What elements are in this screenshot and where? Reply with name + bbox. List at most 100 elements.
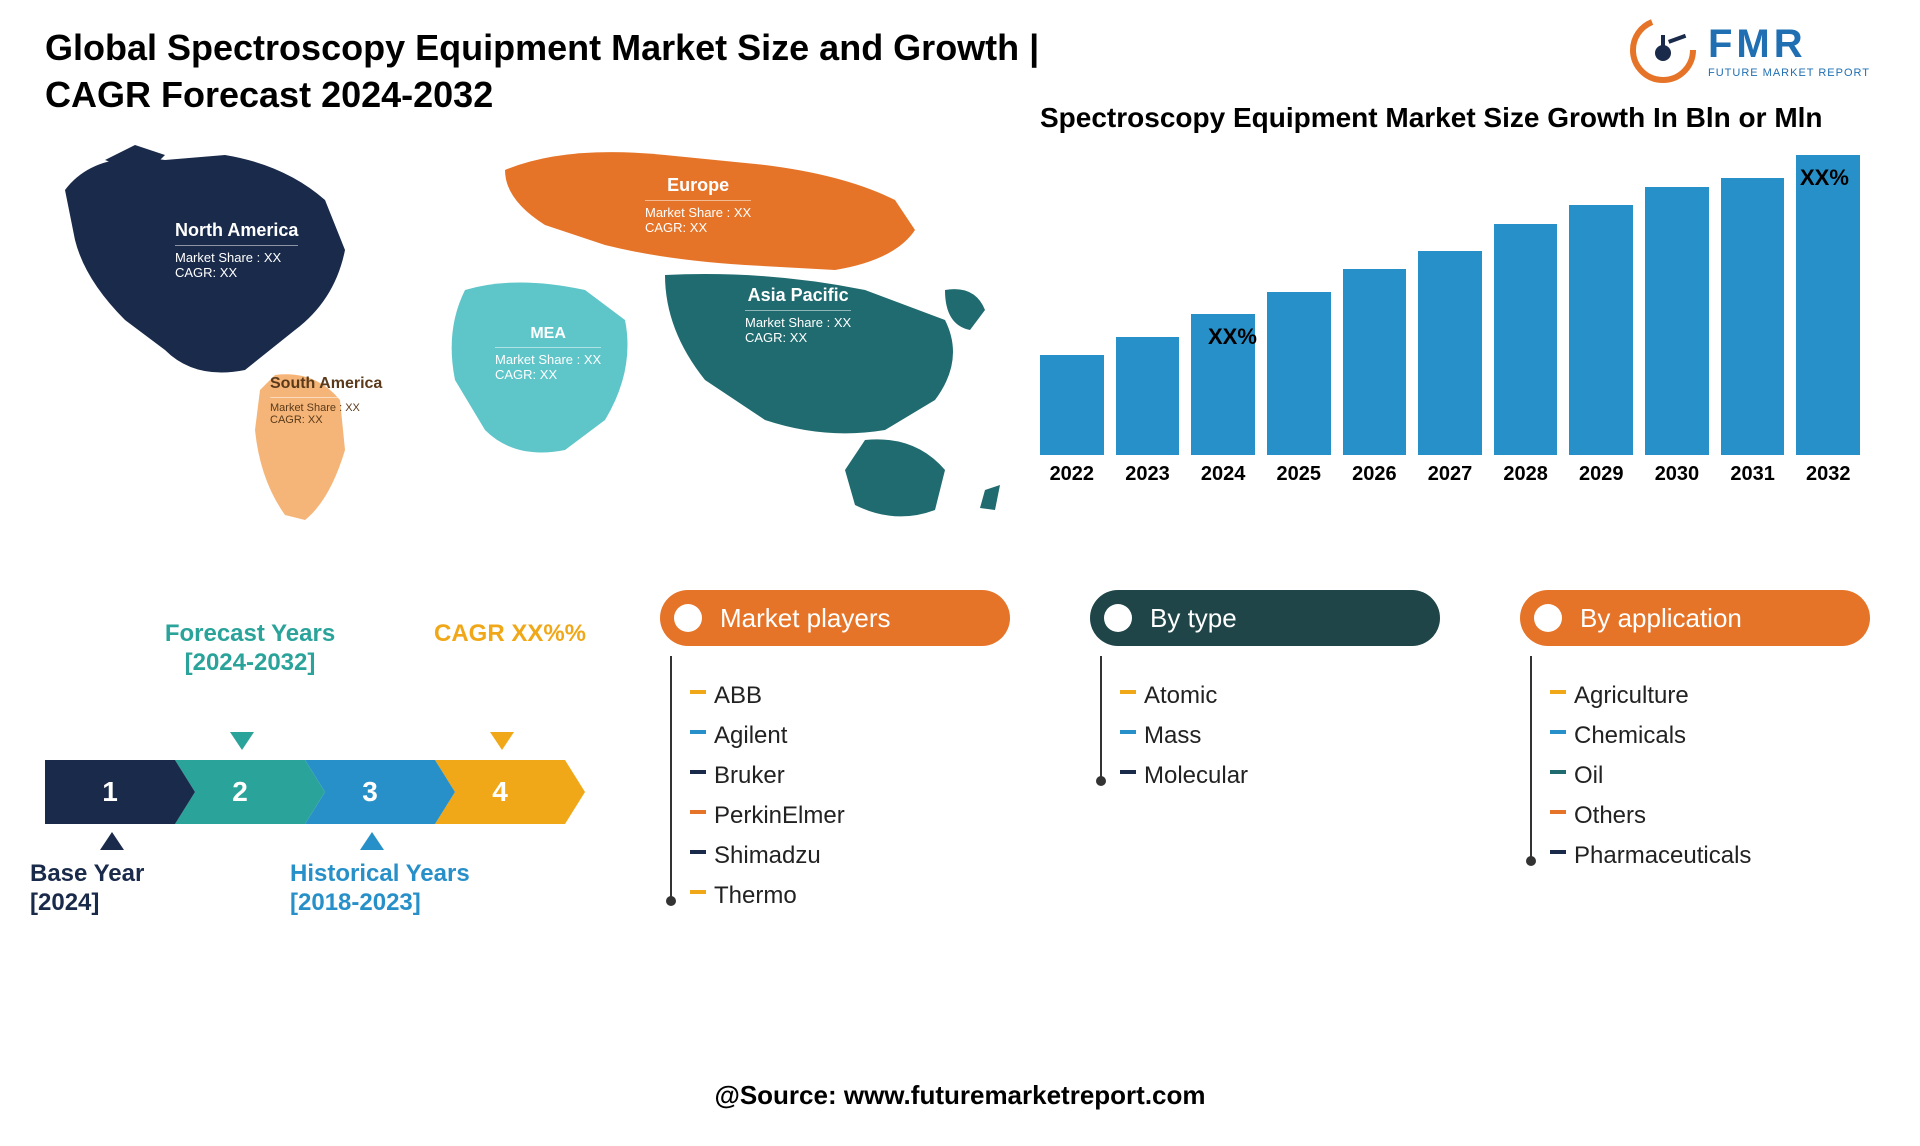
tick-icon: [690, 730, 706, 734]
tick-icon: [1550, 850, 1566, 854]
arrow-icon: [490, 732, 514, 750]
list-item-text: Thermo: [714, 882, 797, 909]
arrow-icon: [100, 832, 124, 850]
bar-column: 2026: [1343, 269, 1407, 486]
bar-column: 2023: [1116, 337, 1180, 486]
list-item: PerkinElmer: [690, 796, 1010, 836]
map-label-mea: MEA: [495, 325, 601, 343]
list-item-text: Atomic: [1144, 682, 1217, 709]
list-item: Mass: [1120, 716, 1440, 756]
bar-column: 2031: [1721, 178, 1785, 486]
list-item-text: Bruker: [714, 762, 785, 789]
tick-icon: [1120, 770, 1136, 774]
tick-icon: [1550, 770, 1566, 774]
bar-column: 2029: [1569, 205, 1633, 486]
info-list: ABB Agilent Bruker PerkinElmer Shimadzu Therm…: [660, 676, 1010, 916]
info-list: Atomic Mass Molecular: [1090, 676, 1440, 796]
column-header-pill: By application: [1520, 590, 1870, 646]
column-header-text: By type: [1150, 603, 1237, 634]
list-item-text: Shimadzu: [714, 842, 821, 869]
logo-text-main: FMR: [1708, 22, 1870, 67]
map-label-eu: Europe: [645, 175, 751, 196]
region-nz: [980, 485, 1000, 510]
list-item-text: PerkinElmer: [714, 802, 845, 829]
logo-text-sub: FUTURE MARKET REPORT: [1708, 67, 1870, 79]
bar: [1418, 251, 1482, 456]
bar-x-label: 2025: [1276, 463, 1321, 486]
list-item: Molecular: [1120, 756, 1440, 796]
column-header-pill: Market players: [660, 590, 1010, 646]
logo-icon: [1628, 15, 1698, 85]
tick-icon: [690, 890, 706, 894]
pill-dot-icon: [1534, 604, 1562, 632]
list-item: Others: [1550, 796, 1870, 836]
bar-column: 2030: [1645, 187, 1709, 486]
chart-title: Spectroscopy Equipment Market Size Growt…: [1040, 100, 1860, 136]
tick-icon: [1550, 690, 1566, 694]
bar-x-label: 2027: [1428, 463, 1473, 486]
bar: [1343, 269, 1407, 455]
source-text: @Source: www.futuremarketreport.com: [714, 1080, 1205, 1111]
bar-x-label: 2032: [1806, 463, 1851, 486]
bar-column: 2028: [1494, 224, 1558, 487]
map-cagr-ap: CAGR: XX: [745, 330, 851, 345]
list-item-text: Oil: [1574, 762, 1603, 789]
arrow-icon: [360, 832, 384, 850]
timeline-label: Forecast Years [2024-2032]: [160, 620, 340, 678]
bar: [1645, 187, 1709, 455]
list-item: Agilent: [690, 716, 1010, 756]
info-list: Agriculture Chemicals Oil Others Pharmaceuti…: [1520, 676, 1870, 876]
list-item: Pharmaceuticals: [1550, 836, 1870, 876]
bar-column: 2025: [1267, 292, 1331, 487]
tick-icon: [690, 770, 706, 774]
list-item: Atomic: [1120, 676, 1440, 716]
list-item-text: ABB: [714, 682, 762, 709]
list-item: Thermo: [690, 876, 1010, 916]
map-cagr-eu: CAGR: XX: [645, 220, 751, 235]
tick-icon: [1120, 690, 1136, 694]
info-column: By application Agriculture Chemicals Oil Oth…: [1520, 590, 1870, 916]
bar-chart: Spectroscopy Equipment Market Size Growt…: [1040, 100, 1860, 550]
list-item: Oil: [1550, 756, 1870, 796]
list-item-text: Others: [1574, 802, 1646, 829]
info-column: Market players ABB Agilent Bruker PerkinElme…: [660, 590, 1010, 916]
bar-column: 2032: [1796, 155, 1860, 486]
map-share-sa: Market Share : XX: [270, 397, 382, 414]
map-share-mea: Market Share : XX: [495, 347, 601, 367]
tick-icon: [1550, 730, 1566, 734]
world-map: North America Market Share : XX CAGR: XX…: [45, 130, 1005, 530]
bar-column: 2027: [1418, 251, 1482, 487]
bar-x-label: 2024: [1201, 463, 1246, 486]
tick-icon: [690, 850, 706, 854]
map-cagr-mea: CAGR: XX: [495, 367, 601, 382]
bar: [1267, 292, 1331, 456]
logo: FMR FUTURE MARKET REPORT: [1628, 15, 1870, 85]
map-share-ap: Market Share : XX: [745, 310, 851, 330]
bar-x-label: 2028: [1503, 463, 1548, 486]
map-share-eu: Market Share : XX: [645, 200, 751, 220]
list-item-text: Chemicals: [1574, 722, 1686, 749]
bar: [1116, 337, 1180, 455]
page-title: Global Spectroscopy Equipment Market Siz…: [45, 25, 1145, 119]
list-item-text: Mass: [1144, 722, 1201, 749]
list-item: Agriculture: [1550, 676, 1870, 716]
pill-dot-icon: [1104, 604, 1132, 632]
list-item: Chemicals: [1550, 716, 1870, 756]
list-item: ABB: [690, 676, 1010, 716]
column-header-text: Market players: [720, 603, 891, 634]
bar: [1494, 224, 1558, 456]
map-share-na: Market Share : XX: [175, 245, 298, 265]
pill-dot-icon: [674, 604, 702, 632]
map-cagr-na: CAGR: XX: [175, 265, 298, 280]
bar-x-label: 2026: [1352, 463, 1397, 486]
map-label-na: North America: [175, 220, 298, 241]
tick-icon: [1550, 810, 1566, 814]
bar: [1796, 155, 1860, 455]
timeline-label: Base Year [2024]: [30, 860, 220, 918]
list-item-text: Agriculture: [1574, 682, 1689, 709]
bar: [1721, 178, 1785, 455]
info-columns: Market players ABB Agilent Bruker PerkinElme…: [660, 590, 1870, 916]
timeline-label: Historical Years [2018-2023]: [290, 860, 480, 918]
bar: [1040, 355, 1104, 455]
bar-x-label: 2030: [1655, 463, 1700, 486]
